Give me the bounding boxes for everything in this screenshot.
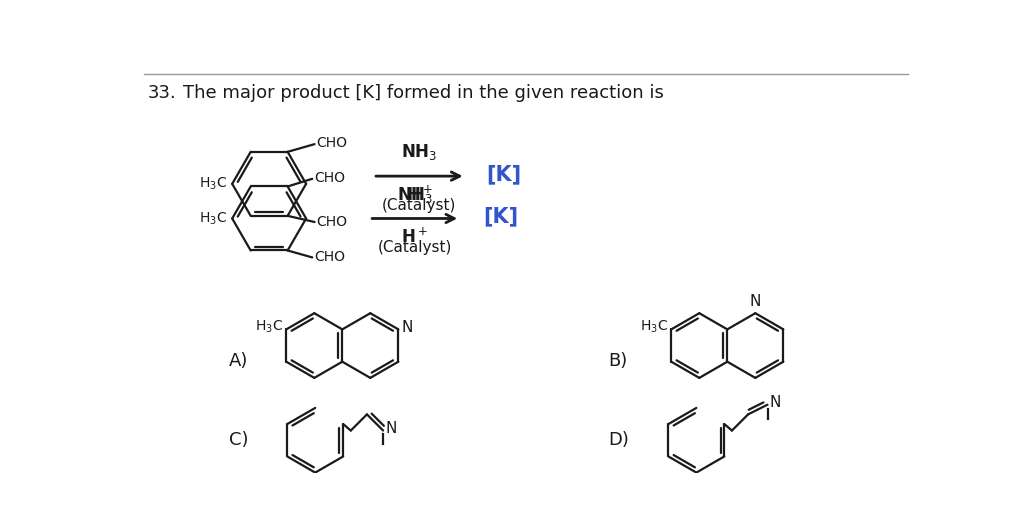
- Text: H$_3$C: H$_3$C: [255, 319, 284, 335]
- Text: A): A): [229, 352, 249, 370]
- Text: The major product [K] formed in the given reaction is: The major product [K] formed in the give…: [183, 84, 664, 102]
- Text: C): C): [229, 431, 249, 449]
- Text: NH$_3$: NH$_3$: [401, 142, 437, 162]
- Text: H$^+$: H$^+$: [401, 228, 428, 247]
- Text: CHO: CHO: [314, 171, 345, 185]
- Text: B): B): [608, 352, 628, 370]
- Text: D): D): [608, 431, 629, 449]
- Text: H$_3$C: H$_3$C: [200, 210, 227, 227]
- Text: N: N: [770, 395, 781, 410]
- Text: CHO: CHO: [314, 251, 345, 264]
- Text: NH$_3$: NH$_3$: [396, 185, 433, 204]
- Text: H$_3$C: H$_3$C: [200, 176, 227, 192]
- Text: (Catalyst): (Catalyst): [378, 240, 452, 255]
- Text: [K]: [K]: [483, 206, 518, 226]
- Text: H$_3$C: H$_3$C: [640, 319, 669, 335]
- Text: CHO: CHO: [316, 136, 347, 150]
- Text: N: N: [385, 421, 397, 436]
- Text: [K]: [K]: [486, 164, 521, 184]
- Text: 33.: 33.: [147, 84, 176, 102]
- Text: CHO: CHO: [316, 215, 347, 229]
- Text: (Catalyst): (Catalyst): [382, 198, 457, 213]
- Text: N: N: [401, 320, 413, 335]
- Text: N: N: [750, 294, 761, 309]
- Text: H$^+$: H$^+$: [406, 185, 433, 204]
